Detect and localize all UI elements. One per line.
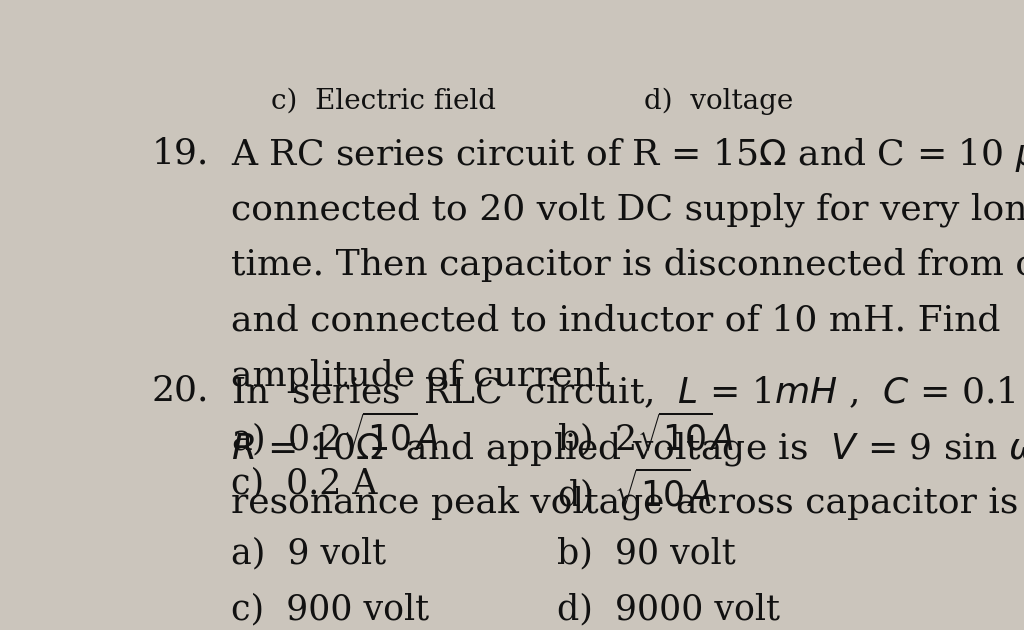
Text: resonance peak voltage across capacitor is: resonance peak voltage across capacitor …: [231, 486, 1019, 520]
Text: d)  $\sqrt{10}$$A$: d) $\sqrt{10}$$A$: [557, 466, 712, 514]
Text: 20.: 20.: [152, 374, 209, 408]
Text: c)  Electric field: c) Electric field: [270, 88, 496, 115]
Text: b)  2$\sqrt{10}$$A$: b) 2$\sqrt{10}$$A$: [557, 410, 734, 459]
Text: c)  0.2 A: c) 0.2 A: [231, 466, 378, 500]
Text: $R$ = 10$\Omega$  and applied voltage is  $V$ = 9 sin $\omega$$t$ . At: $R$ = 10$\Omega$ and applied voltage is …: [231, 430, 1024, 467]
Text: a)  9 volt: a) 9 volt: [231, 537, 386, 570]
Text: time. Then capacitor is disconnected from circuit: time. Then capacitor is disconnected fro…: [231, 248, 1024, 282]
Text: In  series  RLC  circuit,  $L$ = 1$mH$ ,  $C$ = 0.1 $\mu$$F$ ,: In series RLC circuit, $L$ = 1$mH$ , $C$…: [231, 374, 1024, 412]
Text: 19.: 19.: [152, 136, 209, 170]
Text: d)  9000 volt: d) 9000 volt: [557, 592, 779, 626]
Text: amplitude of current: amplitude of current: [231, 359, 610, 393]
Text: b)  90 volt: b) 90 volt: [557, 537, 735, 570]
Text: a)  0.2$\sqrt{10}$$A$: a) 0.2$\sqrt{10}$$A$: [231, 410, 439, 459]
Text: A RC series circuit of R = 15$\Omega$ and C = 10 $\mu$F is: A RC series circuit of R = 15$\Omega$ an…: [231, 136, 1024, 175]
Text: and connected to inductor of 10 mH. Find: and connected to inductor of 10 mH. Find: [231, 304, 1000, 338]
Text: c)  900 volt: c) 900 volt: [231, 592, 429, 626]
Text: connected to 20 volt DC supply for very long: connected to 20 volt DC supply for very …: [231, 192, 1024, 227]
Text: d)  voltage: d) voltage: [644, 88, 794, 115]
